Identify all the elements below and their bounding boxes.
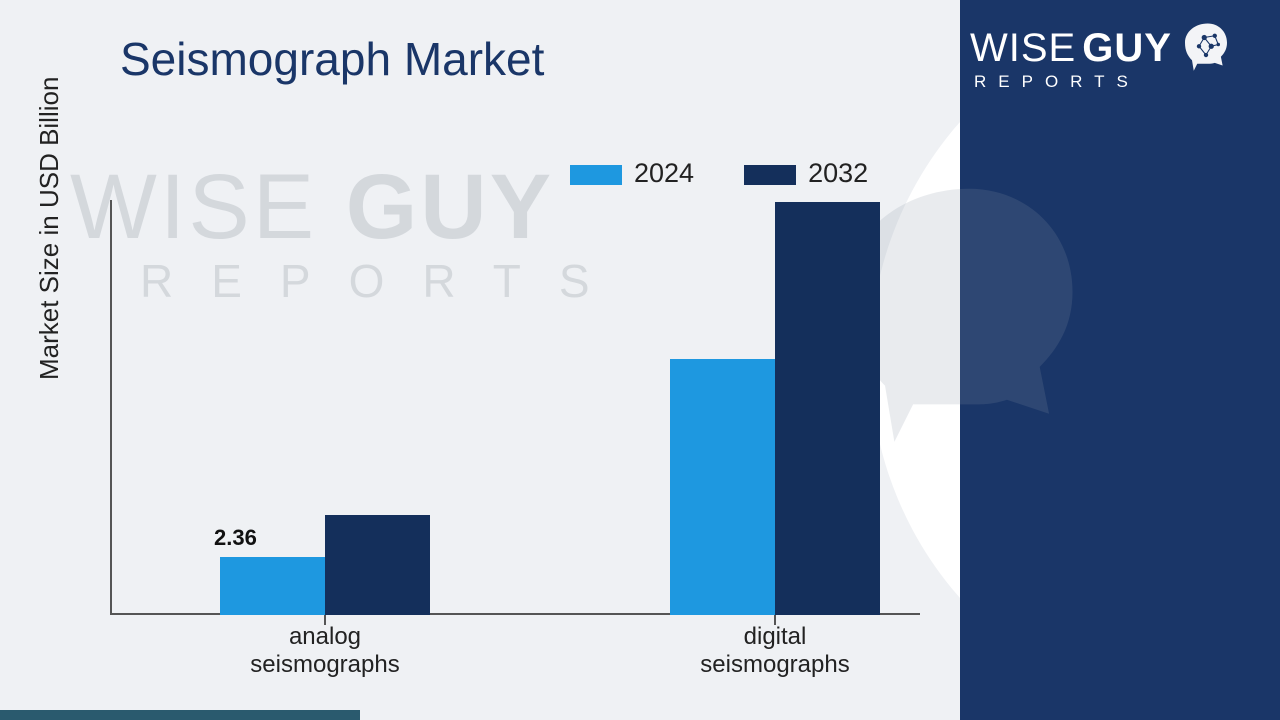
category-label: digitalseismographs (665, 623, 885, 678)
legend-item-2024: 2024 (570, 158, 694, 189)
y-axis-line (110, 200, 112, 615)
brand-word-wise: WISE (970, 26, 1076, 71)
legend-item-2032: 2032 (744, 158, 868, 189)
stage: WISE GUY REPORTS WISE GUY REPORTS Seismo… (0, 0, 1280, 720)
legend-swatch-2024 (570, 165, 622, 185)
legend-label-2024: 2024 (634, 158, 694, 188)
bar-value-label: 2.36 (214, 525, 257, 551)
chart-title: Seismograph Market (120, 32, 544, 86)
bar (325, 515, 430, 615)
bar (220, 557, 325, 615)
bar (775, 202, 880, 615)
y-axis-label: Market Size in USD Billion (34, 77, 65, 380)
footer-accent-bar (0, 710, 360, 720)
legend-swatch-2032 (744, 165, 796, 185)
legend-label-2032: 2032 (808, 158, 868, 188)
legend: 2024 2032 (570, 158, 868, 189)
category-label: analogseismographs (215, 623, 435, 678)
bar (670, 359, 775, 615)
brand-word-guy: GUY (1082, 26, 1172, 71)
brand-logo: WISE GUY REPORTS (970, 20, 1250, 92)
chart-plot: 2.36analogseismographsdigitalseismograph… (110, 200, 920, 615)
brand-head-icon (1178, 20, 1234, 76)
